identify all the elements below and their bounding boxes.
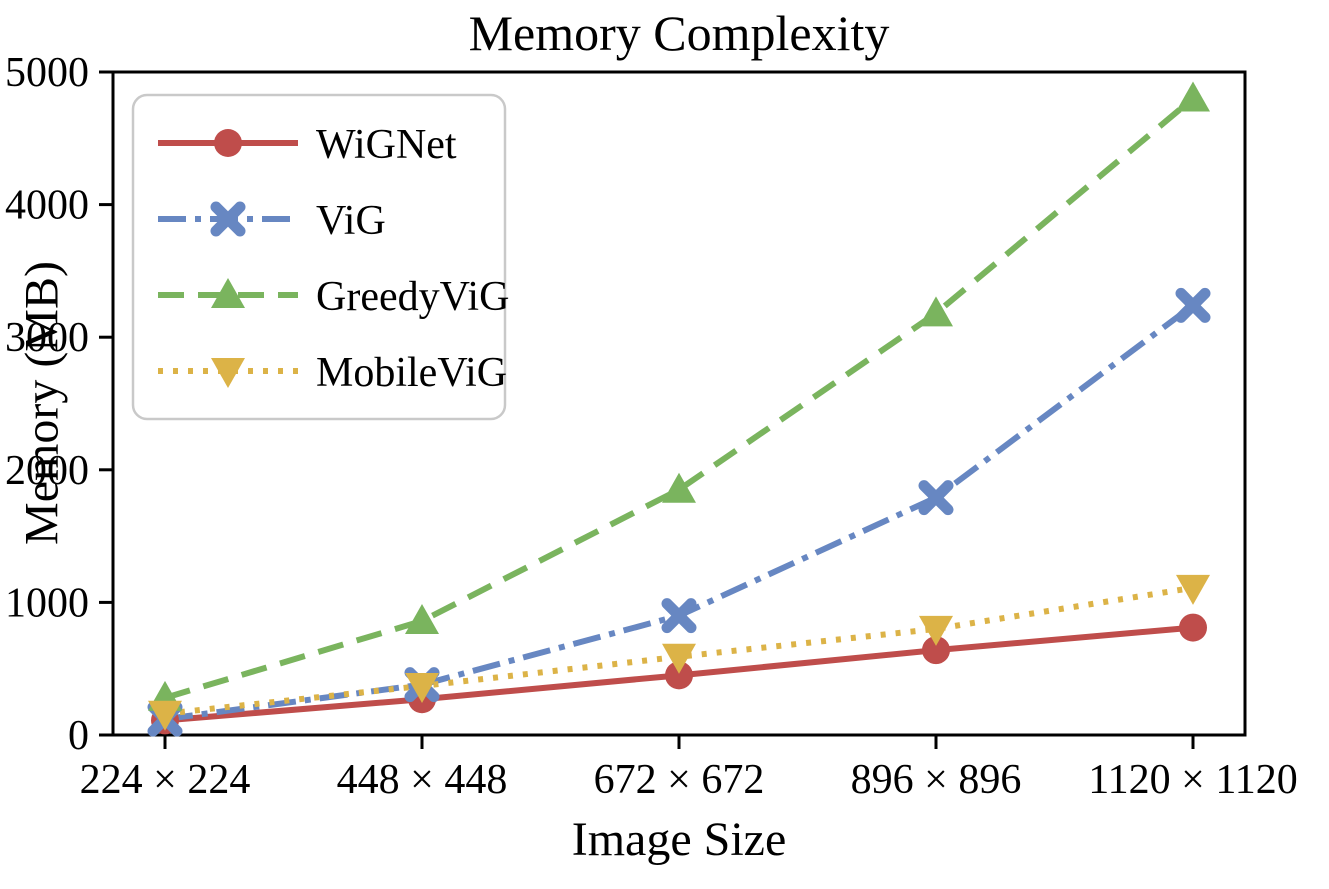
legend-marker-greedyvig <box>211 278 245 308</box>
series-marker-greedyvig <box>1176 81 1210 112</box>
legend-item-vig: ViG <box>158 198 386 244</box>
legend-item-greedyvig: GreedyViG <box>158 274 509 320</box>
series-marker-greedyvig <box>405 603 439 634</box>
legend-label-greedyvig: GreedyViG <box>316 274 509 320</box>
series-marker-vig <box>661 598 697 634</box>
series-marker-mobilevig <box>148 700 182 731</box>
x-tick-label: 224 × 224 <box>80 757 251 803</box>
legend-label-vig: ViG <box>316 198 386 244</box>
legend-item-mobilevig: MobileViG <box>158 350 507 396</box>
series-marker-greedyvig <box>919 296 953 327</box>
x-tick-label: 672 × 672 <box>594 757 765 803</box>
x-tick-label: 448 × 448 <box>337 757 508 803</box>
series-marker-wignet <box>665 661 693 690</box>
series-marker-greedyvig <box>662 472 696 503</box>
y-tick-label: 3000 <box>5 315 89 361</box>
series-marker-mobilevig <box>1176 574 1210 605</box>
y-axis-label: Memory (MB) <box>15 261 69 545</box>
legend-marker-vig <box>210 201 246 237</box>
legend-box <box>131 93 507 421</box>
y-tick-label: 1000 <box>5 580 89 626</box>
x-axis-label: Image Size <box>571 813 787 866</box>
x-tick-label: 1120 × 1120 <box>1088 757 1298 803</box>
legend-marker-wignet <box>214 129 242 157</box>
series-marker-mobilevig <box>662 643 696 674</box>
series-marker-wignet <box>1179 613 1207 642</box>
legend-label-wignet: WiGNet <box>316 122 457 168</box>
series-marker-wignet <box>922 636 950 665</box>
chart-title: Memory Complexity <box>468 5 890 61</box>
y-tick-label: 2000 <box>5 448 89 494</box>
series-marker-mobilevig <box>405 672 439 703</box>
series-line-greedyvig <box>164 96 1195 701</box>
legend-label-mobilevig: MobileViG <box>316 350 507 396</box>
x-tick-label: 896 × 896 <box>851 757 1022 803</box>
y-tick-label: 5000 <box>5 50 89 96</box>
series-marker-mobilevig <box>919 615 953 646</box>
legend-marker-mobilevig <box>211 358 245 388</box>
y-tick-label: 4000 <box>5 183 89 229</box>
series-marker-vig <box>918 480 954 516</box>
legend-item-wignet: WiGNet <box>158 122 457 168</box>
y-tick-label: 0 <box>68 713 89 759</box>
series-marker-vig <box>1175 287 1211 323</box>
